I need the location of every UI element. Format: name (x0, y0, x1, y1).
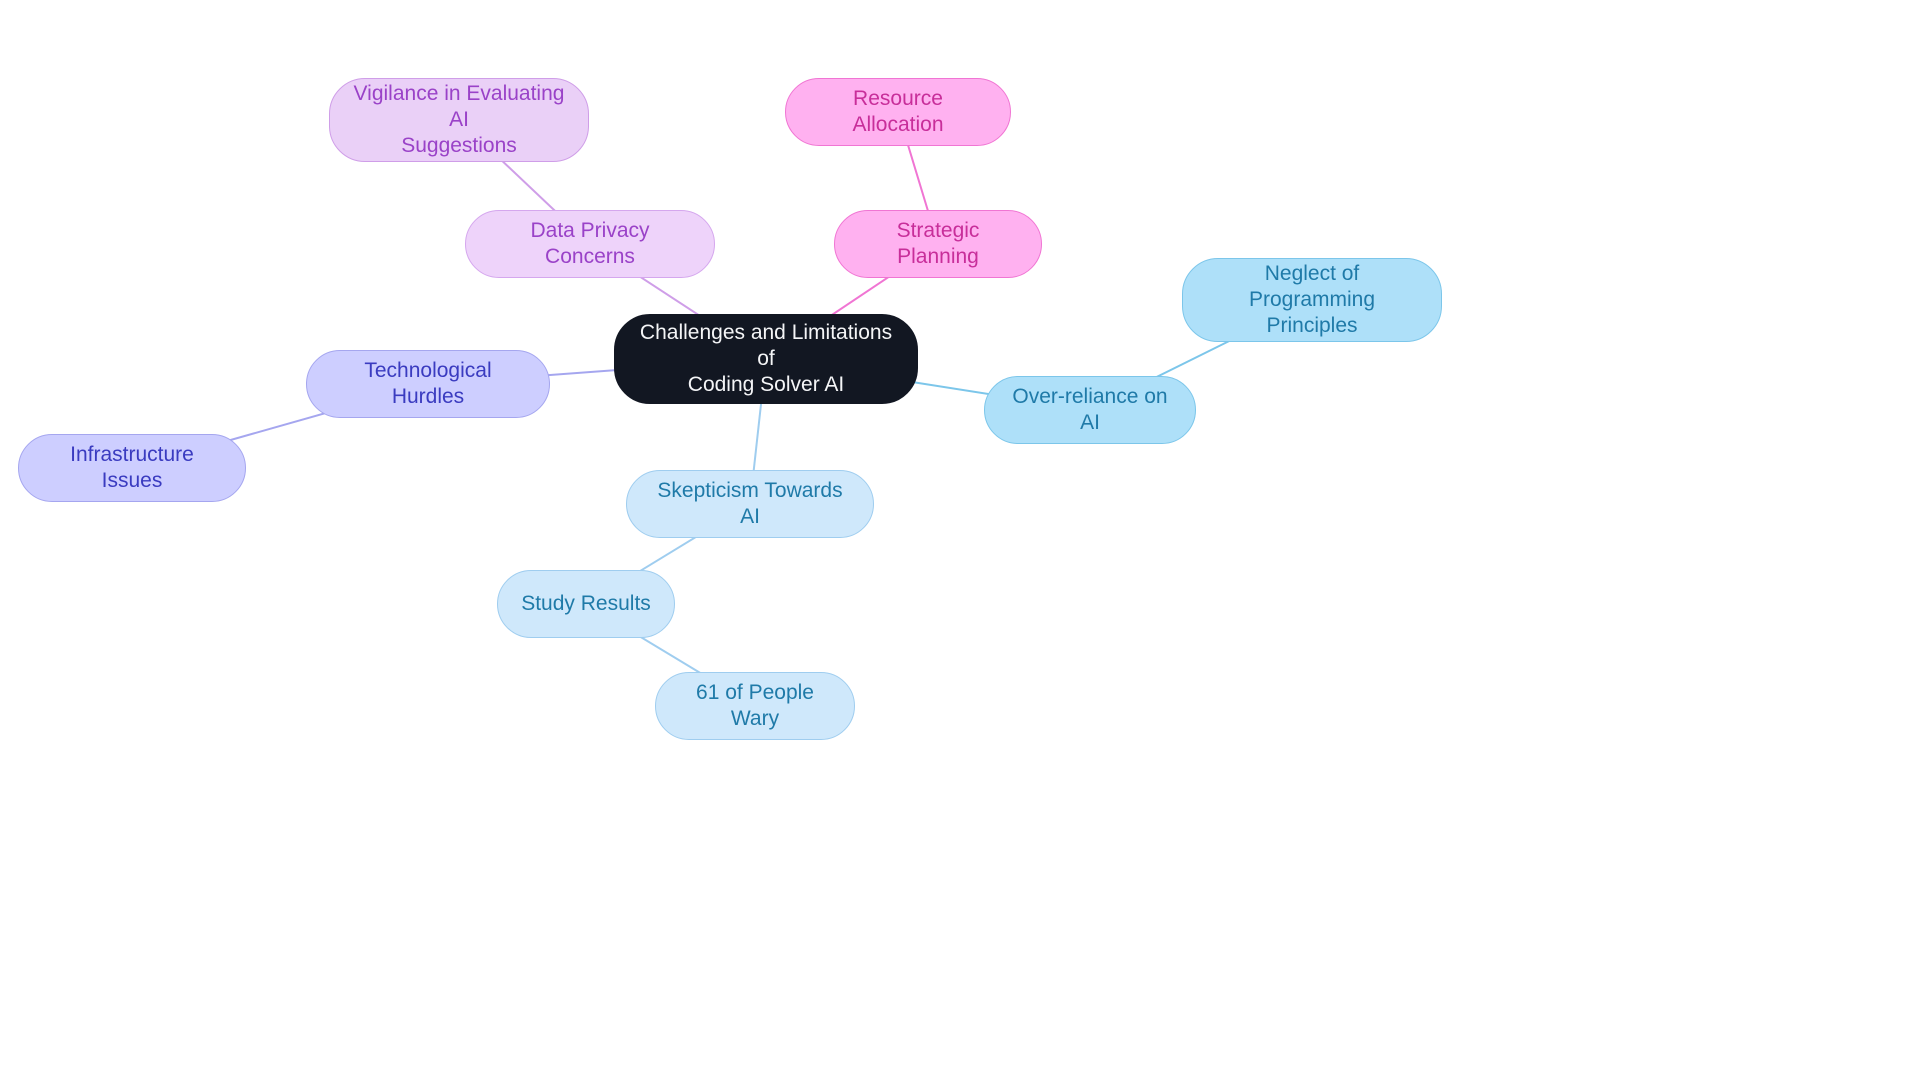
node-label: Resource Allocation (806, 86, 990, 139)
node-neglect: Neglect of Programming Principles (1182, 258, 1442, 342)
node-tech: Technological Hurdles (306, 350, 550, 418)
node-label: Data Privacy Concerns (486, 218, 694, 271)
node-label: Over-reliance on AI (1005, 384, 1175, 437)
node-overreliance: Over-reliance on AI (984, 376, 1196, 444)
node-label: Skepticism Towards AI (647, 478, 853, 531)
node-resource: Resource Allocation (785, 78, 1011, 146)
edge-layer (0, 0, 1920, 1083)
node-label: Vigilance in Evaluating AI Suggestions (350, 81, 568, 160)
node-label: Infrastructure Issues (39, 442, 225, 495)
node-label: Technological Hurdles (327, 358, 529, 411)
node-label: 61 of People Wary (676, 680, 834, 733)
node-privacy: Data Privacy Concerns (465, 210, 715, 278)
node-infra: Infrastructure Issues (18, 434, 246, 502)
node-label: Challenges and Limitations of Coding Sol… (635, 320, 897, 399)
node-label: Neglect of Programming Principles (1203, 261, 1421, 340)
node-wary: 61 of People Wary (655, 672, 855, 740)
node-label: Study Results (521, 591, 651, 617)
node-strategic: Strategic Planning (834, 210, 1042, 278)
node-study: Study Results (497, 570, 675, 638)
node-label: Strategic Planning (855, 218, 1021, 271)
node-center: Challenges and Limitations of Coding Sol… (614, 314, 918, 404)
node-skepticism: Skepticism Towards AI (626, 470, 874, 538)
node-vigilance: Vigilance in Evaluating AI Suggestions (329, 78, 589, 162)
